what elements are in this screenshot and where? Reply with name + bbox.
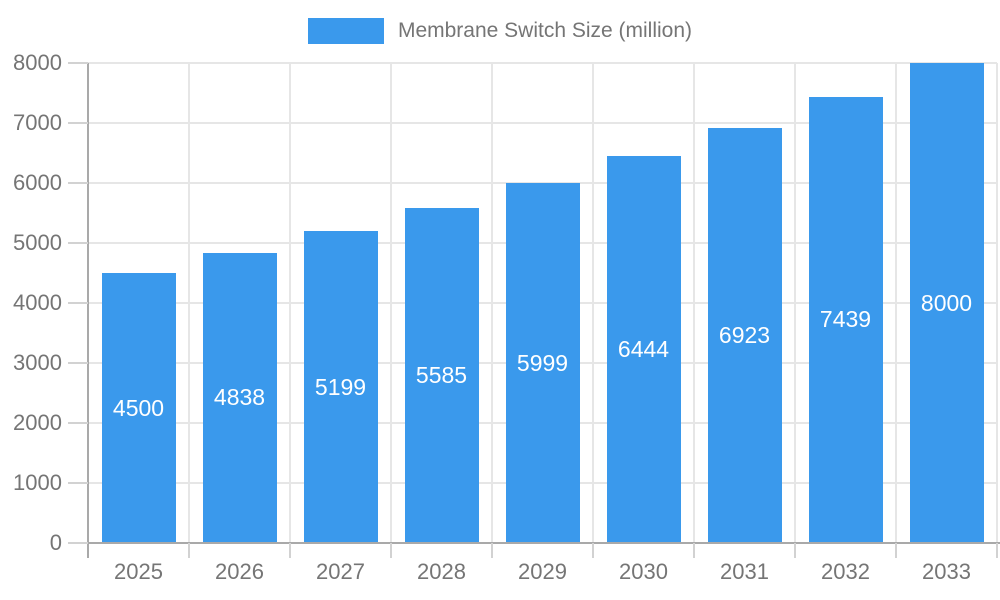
x-axis-tick [188, 543, 190, 558]
bar-value-label: 7439 [819, 306, 872, 333]
bar: 6923 [707, 127, 782, 543]
y-axis-label: 5000 [13, 230, 62, 255]
bar: 6444 [606, 156, 681, 543]
x-axis-tick [592, 543, 594, 558]
legend-label[interactable]: Membrane Switch Size (million) [397, 19, 693, 42]
x-axis-label: 2031 [720, 559, 769, 584]
x-axis-line [88, 542, 1000, 544]
v-gridline [592, 63, 594, 543]
legend: Membrane Switch Size (million) [0, 18, 1000, 44]
x-axis-label: 2029 [518, 559, 567, 584]
h-gridline [88, 182, 997, 184]
x-axis-tick [491, 543, 493, 558]
v-gridline [895, 63, 897, 543]
bar-value-label: 4838 [213, 384, 266, 411]
v-gridline [289, 63, 291, 543]
v-gridline [996, 63, 998, 543]
y-axis-label: 0 [49, 530, 62, 555]
bar: 5999 [505, 183, 580, 543]
bar: 4500 [101, 273, 176, 543]
x-axis-tick [289, 543, 291, 558]
x-axis-label: 2027 [316, 559, 365, 584]
y-axis-tick [68, 182, 88, 184]
h-gridline [88, 62, 997, 64]
bar: 5585 [404, 207, 479, 543]
y-axis-tick [68, 62, 88, 64]
plot-area: 4500 4838 5199 5585 5999 6444 6923 7439 8000 [88, 62, 998, 543]
h-gridline [88, 122, 997, 124]
v-gridline [693, 63, 695, 543]
y-axis-line [87, 63, 89, 558]
v-gridline [390, 63, 392, 543]
legend-swatch[interactable] [307, 18, 384, 44]
bar-value-label: 5585 [415, 361, 468, 388]
x-axis-tick [390, 543, 392, 558]
bar: 7439 [808, 96, 883, 543]
x-axis-tick [895, 543, 897, 558]
y-axis-label: 6000 [13, 170, 62, 195]
bar: 5199 [303, 231, 378, 543]
y-axis-tick [68, 542, 88, 544]
bar: 4838 [202, 252, 277, 543]
y-axis-tick [68, 242, 88, 244]
x-axis-tick [693, 543, 695, 558]
bar-value-label: 6923 [718, 321, 771, 348]
y-axis-tick [68, 482, 88, 484]
x-axis-label: 2030 [619, 559, 668, 584]
x-axis-tick [794, 543, 796, 558]
bar: 8000 [909, 63, 984, 543]
v-gridline [188, 63, 190, 543]
bar-value-label: 8000 [920, 289, 973, 316]
y-axis-label: 7000 [13, 110, 62, 135]
y-axis-label: 3000 [13, 350, 62, 375]
x-axis-label: 2028 [417, 559, 466, 584]
bar-value-label: 5199 [314, 373, 367, 400]
bar-value-label: 4500 [112, 394, 165, 421]
x-axis-label: 2032 [821, 559, 870, 584]
y-axis-label: 1000 [13, 470, 62, 495]
y-axis-label: 4000 [13, 290, 62, 315]
bar-value-label: 5999 [516, 349, 569, 376]
y-axis-label: 2000 [13, 410, 62, 435]
x-axis-label: 2026 [215, 559, 264, 584]
y-axis-tick [68, 422, 88, 424]
y-axis-tick [68, 302, 88, 304]
v-gridline [794, 63, 796, 543]
bar-value-label: 6444 [617, 336, 670, 363]
v-gridline [491, 63, 493, 543]
y-axis-tick [68, 122, 88, 124]
y-axis-tick [68, 362, 88, 364]
x-axis-tick [996, 543, 998, 558]
x-axis-label: 2025 [114, 559, 163, 584]
x-axis-label: 2033 [922, 559, 971, 584]
y-axis-label: 8000 [13, 50, 62, 75]
